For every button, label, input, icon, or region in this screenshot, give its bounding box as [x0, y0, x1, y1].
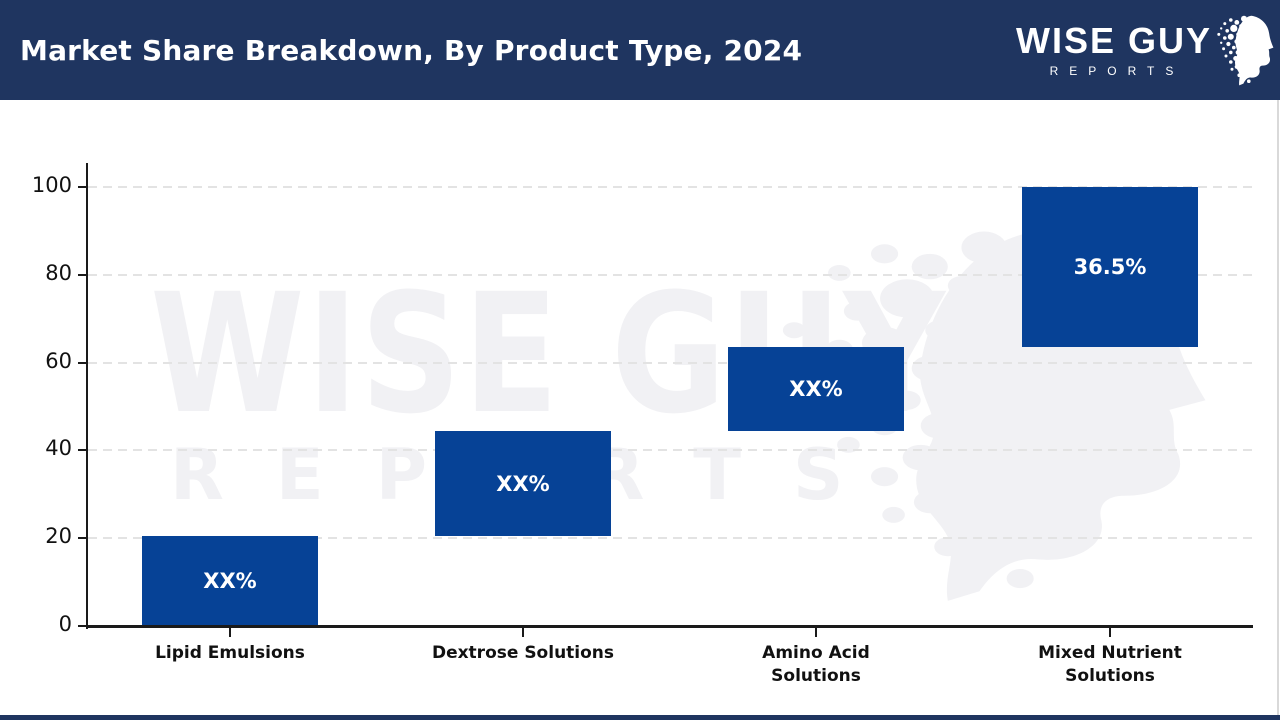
y-tick-mark — [78, 186, 88, 188]
x-tick-mark — [229, 628, 231, 637]
bar-label: XX% — [789, 377, 843, 402]
y-tick-mark — [78, 537, 88, 540]
y-tick-label: 80 — [45, 260, 72, 285]
category-label-line: Solutions — [1065, 665, 1155, 686]
logo-subtext: REPORTS — [1049, 63, 1185, 78]
gridline — [88, 537, 1253, 540]
logo-text: WISE GUY REPORTS — [1015, 19, 1212, 78]
y-tick-label: 60 — [45, 348, 72, 373]
x-tick-mark — [1109, 628, 1111, 637]
logo-head-icon — [1217, 15, 1274, 86]
bar: XX% — [728, 347, 904, 432]
category-label: Mixed Nutrient Solutions — [980, 642, 1240, 688]
y-tick-label: 20 — [45, 524, 72, 549]
y-tick-label: 0 — [58, 612, 72, 636]
logo: WISE GUY REPORTS — [1016, 8, 1274, 92]
header: Market Share Breakdown, By Product Type,… — [0, 0, 1280, 100]
y-tick-mark — [78, 449, 88, 452]
bar: 36.5% — [1022, 187, 1198, 348]
logo-wordmark: WISE GUY — [1015, 19, 1212, 61]
x-tick-mark — [522, 628, 524, 637]
category-label: Amino Acid Solutions — [686, 642, 946, 688]
category-label-line: Lipid Emulsions — [155, 643, 305, 663]
category-label-line: Mixed Nutrient — [1038, 643, 1182, 663]
category-label: Dextrose Solutions — [393, 642, 653, 665]
gridline — [88, 273, 1253, 276]
page-title: Market Share Breakdown, By Product Type,… — [20, 33, 803, 67]
gridline — [88, 186, 1253, 188]
y-tick-mark — [78, 625, 88, 627]
category-label: Lipid Emulsions — [100, 642, 360, 665]
right-border — [1277, 100, 1279, 716]
bar-label: XX% — [496, 471, 550, 496]
x-axis-line — [86, 625, 1253, 628]
y-axis-line — [86, 163, 88, 629]
y-tick-mark — [78, 273, 88, 276]
y-tick-label: 40 — [45, 436, 72, 461]
y-tick-label: 100 — [31, 173, 72, 197]
bar-label: XX% — [203, 568, 257, 593]
bar: XX% — [435, 431, 611, 536]
category-label-line: Amino Acid — [762, 643, 870, 663]
y-tick-mark — [78, 361, 88, 364]
bar-label: 36.5% — [1073, 255, 1147, 280]
footer-strip — [0, 715, 1280, 720]
category-label-line: Solutions — [771, 665, 861, 686]
category-label-line: Dextrose Solutions — [431, 643, 615, 663]
gridline — [88, 449, 1253, 452]
bar: XX% — [142, 536, 318, 626]
x-tick-mark — [815, 628, 817, 637]
gridline — [88, 361, 1253, 364]
